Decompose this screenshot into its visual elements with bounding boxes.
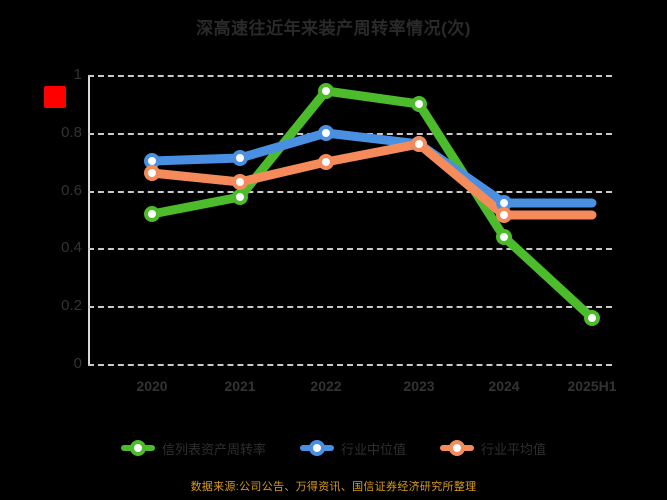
- x-tick-2025h1: 2025H1: [567, 378, 617, 394]
- series-line-blue: [147, 128, 597, 208]
- y-tick-5: 1: [73, 66, 82, 83]
- gridline-04: [88, 248, 612, 250]
- y-tick-3: 0.6: [61, 182, 82, 199]
- gridline-0: [88, 364, 612, 366]
- x-tick-2023: 2023: [403, 378, 435, 394]
- x-tick-2024: 2024: [488, 378, 520, 394]
- gridline-1: [88, 75, 612, 77]
- legend-label-orange: 行业平均值: [481, 441, 547, 457]
- legend-label-green: 信列表资产周转率: [161, 441, 266, 457]
- red-highlight-mark: [44, 86, 66, 108]
- series-line-green: [147, 86, 597, 323]
- series-markers-orange: [144, 136, 512, 223]
- y-tick-2: 0.4: [61, 239, 82, 256]
- y-tick-0: 0: [73, 355, 82, 372]
- series-markers-green: [144, 83, 600, 326]
- gridline-02: [88, 306, 612, 308]
- legend-item-orange[interactable]: 行业平均值: [440, 439, 546, 458]
- y-axis-line: [88, 75, 90, 366]
- x-tick-2020: 2020: [136, 378, 168, 394]
- legend-item-green[interactable]: 信列表资产周转率: [120, 439, 266, 458]
- legend-marker-blue-icon: [299, 440, 334, 456]
- gridline-06: [88, 191, 612, 193]
- y-tick-4: 0.8: [61, 124, 82, 141]
- x-tick-2022: 2022: [310, 378, 342, 394]
- legend: 信列表资产周转率 行业中位值 行业平均值: [0, 435, 667, 461]
- series-line-orange: [147, 139, 597, 220]
- source-caption: 数据来源:公司公告、万得资讯、国信证券经济研究所整理: [190, 481, 477, 493]
- y-axis-labels: 0 0.2 0.4 0.6 0.8 1: [38, 66, 82, 372]
- page-title: 深高速往近年来装产周转率情况(次): [196, 19, 471, 38]
- legend-label-blue: 行业中位值: [340, 441, 406, 457]
- x-tick-2021: 2021: [224, 378, 256, 394]
- legend-marker-green-icon: [120, 440, 155, 456]
- legend-item-blue[interactable]: 行业中位值: [299, 439, 406, 458]
- legend-marker-orange-icon: [440, 440, 474, 456]
- y-tick-1: 0.2: [61, 297, 82, 314]
